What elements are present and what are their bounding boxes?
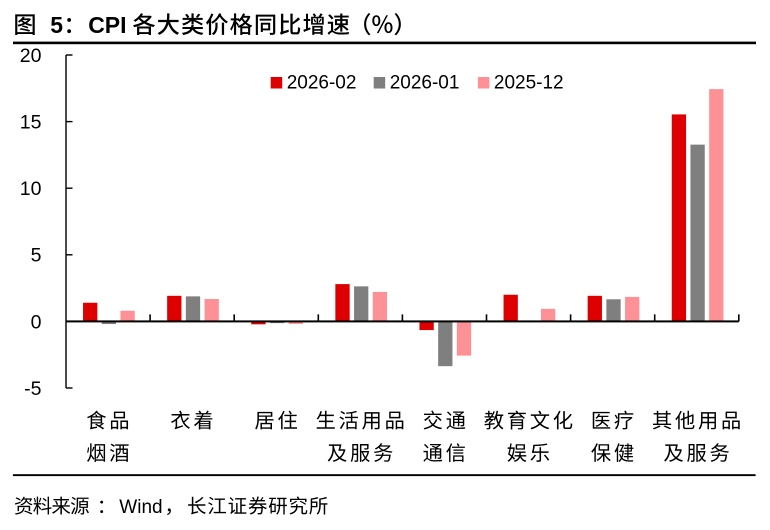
- svg-text:CPI: CPI: [88, 12, 126, 38]
- svg-text:0: 0: [31, 311, 42, 333]
- svg-text:2026-02: 2026-02: [287, 73, 357, 94]
- svg-text:2025-12: 2025-12: [494, 73, 564, 94]
- svg-text:5: 5: [50, 12, 63, 38]
- svg-text:5: 5: [31, 245, 42, 267]
- svg-text:15: 15: [20, 112, 42, 134]
- svg-text:-5: -5: [24, 378, 41, 400]
- svg-text:20: 20: [20, 45, 42, 67]
- svg-text:2026-01: 2026-01: [390, 73, 460, 94]
- svg-text:10: 10: [20, 178, 42, 200]
- svg-text:Wind: Wind: [119, 497, 162, 518]
